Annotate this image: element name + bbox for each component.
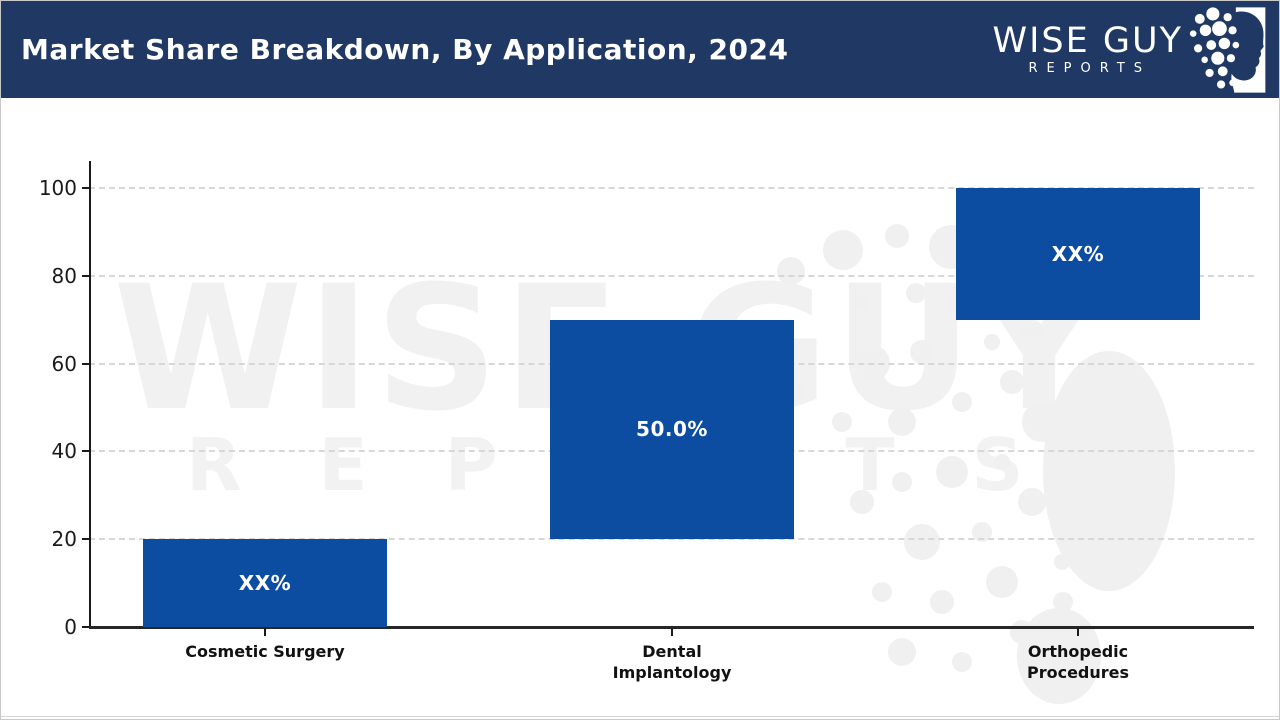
y-axis-line — [89, 161, 91, 628]
y-axis-tick-mark — [82, 274, 89, 277]
brand-subtitle: REPORTS — [1028, 60, 1152, 76]
y-axis-tick-label: 40 — [51, 439, 77, 464]
y-axis-tick-label: 60 — [51, 351, 77, 376]
bottom-divider — [1, 716, 1279, 717]
bar-value-label: 50.0% — [636, 417, 708, 442]
x-axis-tick-mark — [671, 628, 673, 636]
x-axis-line — [89, 626, 1254, 629]
bar-orthopedic-procedures: XX% — [956, 188, 1200, 320]
category-label-dental-implantology: Dental Implantology — [612, 642, 732, 682]
x-axis-tick-mark — [264, 628, 266, 636]
page-title: Market Share Breakdown, By Application, … — [21, 33, 789, 66]
brand-wordmark: WISE GUY REPORTS — [992, 23, 1183, 77]
bar-value-label: XX% — [238, 571, 292, 596]
y-axis-tick-label: 100 — [38, 176, 77, 200]
report-header: Market Share Breakdown, By Application, … — [1, 1, 1279, 98]
bar-cosmetic-surgery: XX% — [143, 539, 387, 627]
gridline-y100 — [89, 187, 1254, 189]
category-label-cosmetic-surgery: Cosmetic Surgery — [185, 642, 345, 661]
logo-face-icon — [1189, 6, 1266, 93]
y-axis-tick-label: 20 — [51, 527, 77, 552]
y-axis-tick-label: 80 — [51, 263, 77, 288]
y-axis-tick-label: 0 — [64, 615, 77, 639]
y-axis-tick-mark — [82, 450, 89, 453]
brand-logo: WISE GUY REPORTS — [992, 6, 1267, 93]
brand-name: WISE GUY — [992, 20, 1183, 61]
y-axis-tick-mark — [82, 538, 89, 541]
x-axis-tick-mark — [1077, 628, 1079, 636]
category-label-orthopedic-procedures: Orthopedic Procedures — [1026, 642, 1130, 682]
bar-dental-implantology: 50.0% — [550, 319, 794, 540]
gridline-y20 — [89, 538, 1254, 541]
bar-value-label: XX% — [1051, 241, 1105, 266]
y-axis-tick-mark — [82, 187, 89, 189]
gridline-y80 — [89, 274, 1254, 277]
y-axis-tick-mark — [82, 362, 89, 365]
y-axis-tick-mark — [82, 626, 89, 628]
